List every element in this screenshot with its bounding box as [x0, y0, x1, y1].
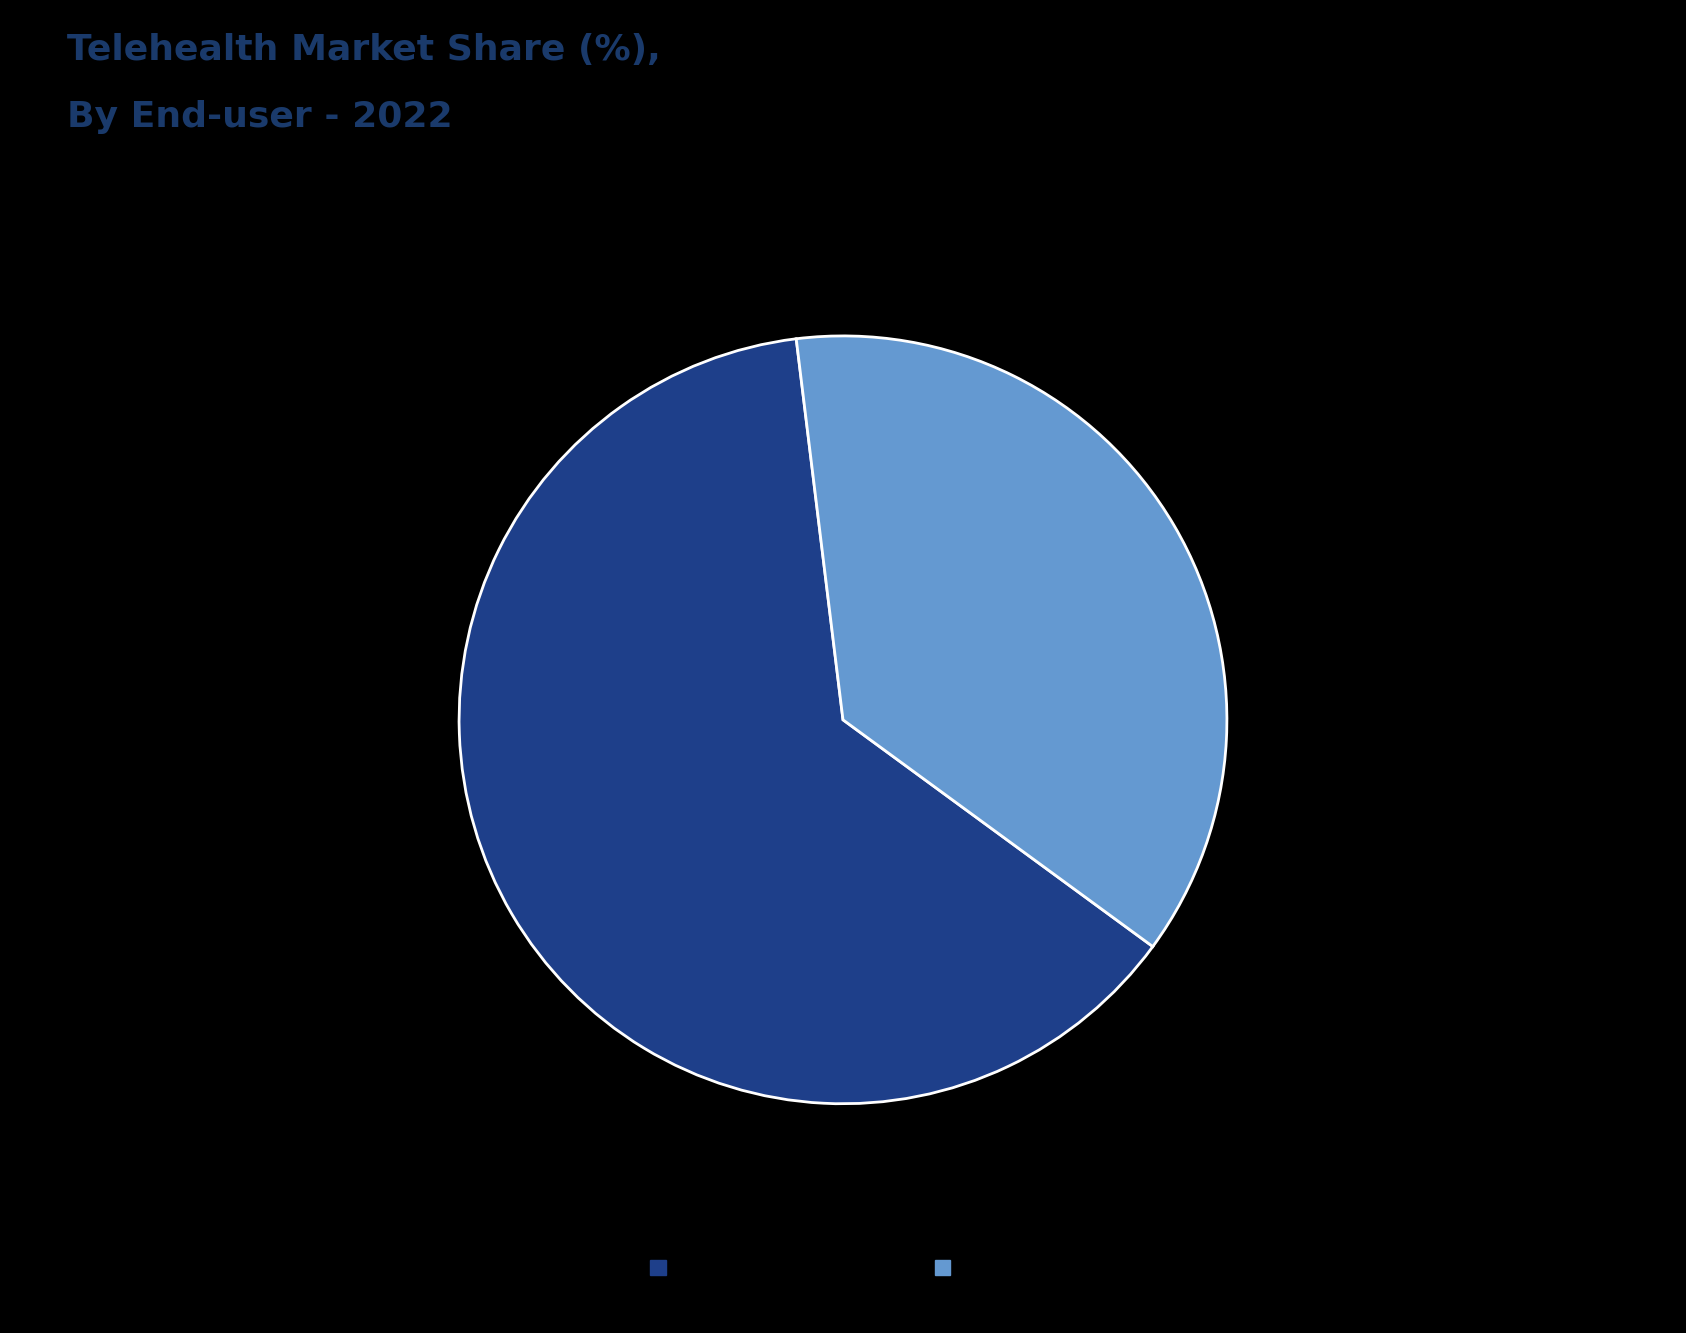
- Wedge shape: [459, 339, 1153, 1104]
- Text: Telehealth Market Share (%),: Telehealth Market Share (%),: [67, 33, 661, 68]
- Wedge shape: [796, 336, 1227, 946]
- Text: By End-user - 2022: By End-user - 2022: [67, 100, 454, 135]
- Legend: Healthcare Providers, Patients: Healthcare Providers, Patients: [642, 1252, 1044, 1286]
